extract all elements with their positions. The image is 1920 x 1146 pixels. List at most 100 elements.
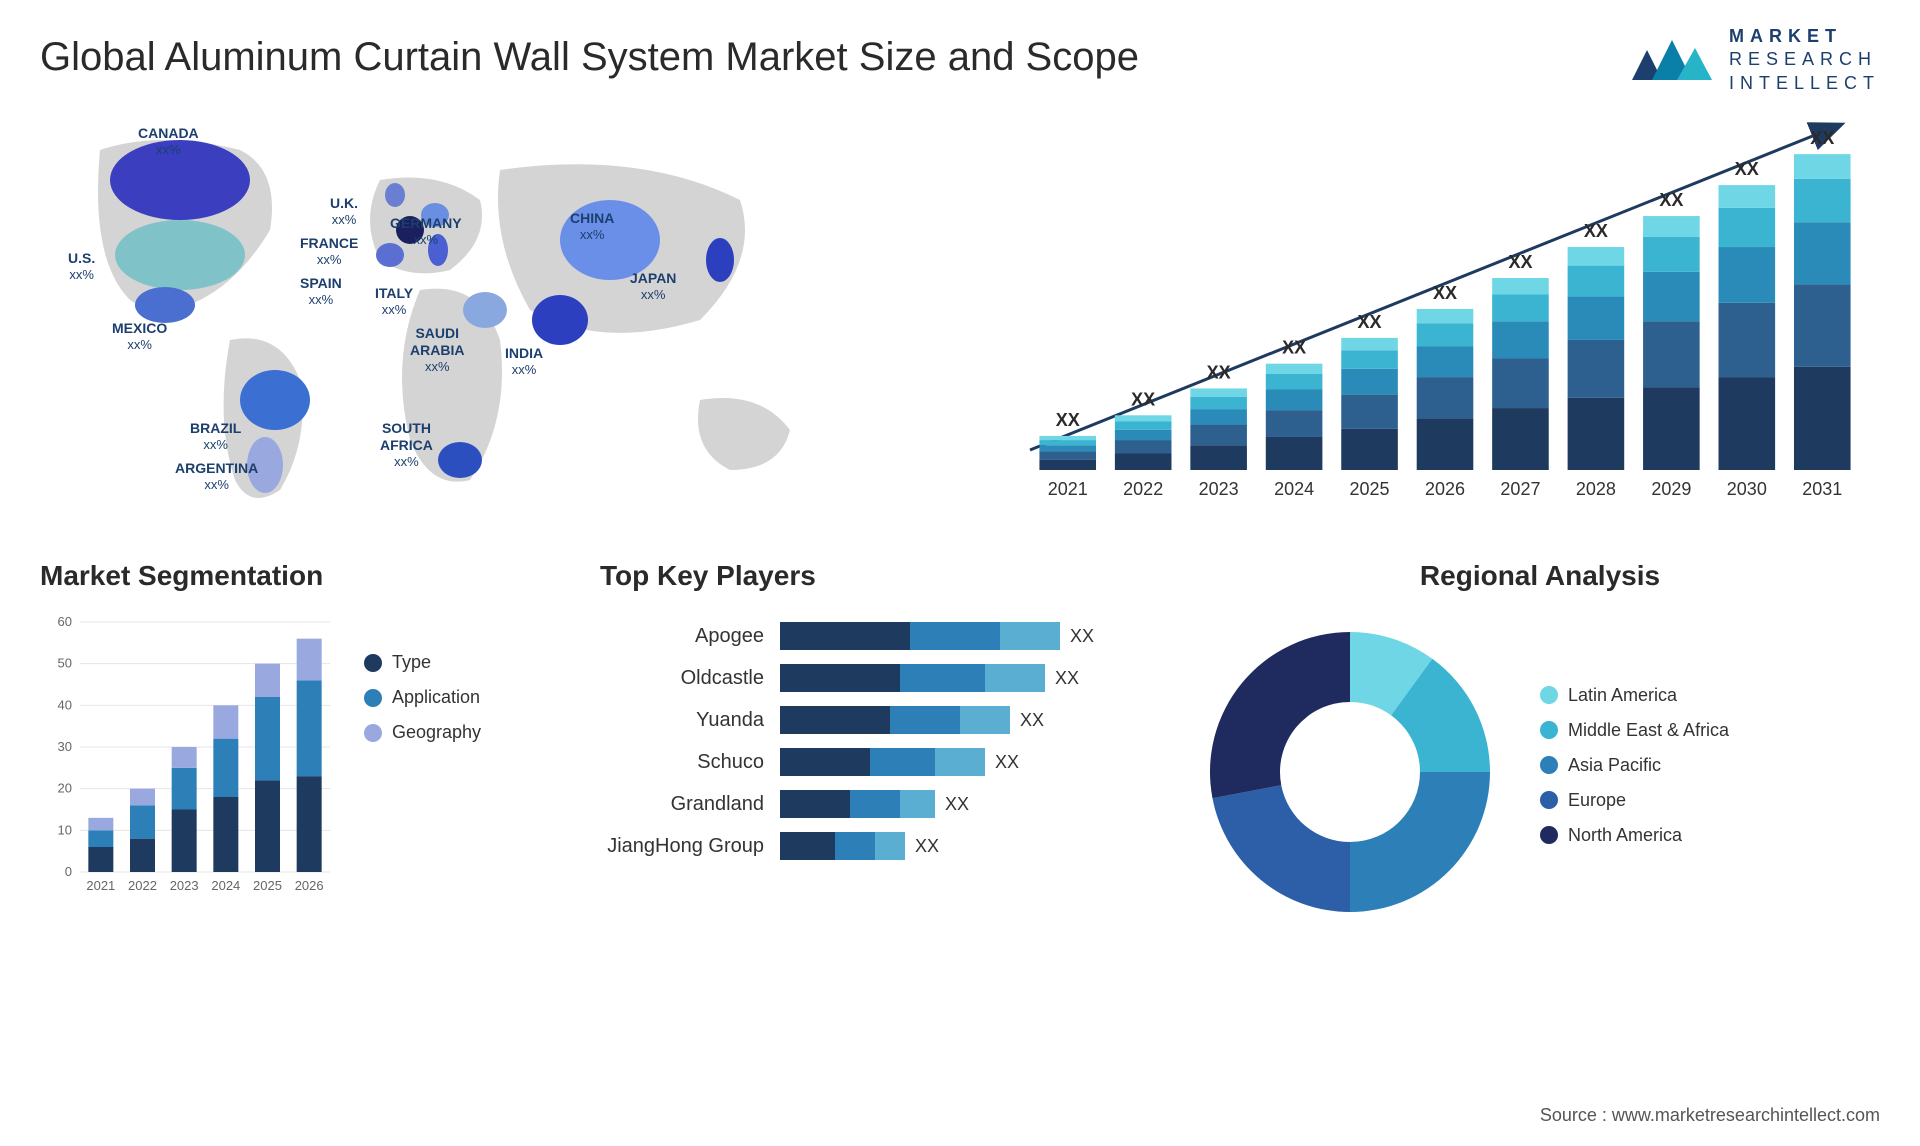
legend-item: Type	[364, 652, 481, 673]
keyplayer-row: Yuanda XX	[600, 706, 1160, 734]
svg-text:2022: 2022	[1123, 479, 1163, 499]
keyplayer-label: Schuco	[600, 751, 780, 774]
svg-text:2025: 2025	[1350, 479, 1390, 499]
svg-text:20: 20	[58, 781, 72, 796]
legend-item: Asia Pacific	[1540, 755, 1729, 776]
keyplayers-section: Top Key Players ApogeeXXOldcastleXXYuand…	[600, 560, 1160, 874]
keyplayer-label: Apogee	[600, 625, 780, 648]
map-label: GERMANYxx%	[390, 215, 462, 247]
svg-text:10: 10	[58, 822, 72, 837]
svg-text:2026: 2026	[295, 878, 324, 893]
keyplayer-row: Grandland XX	[600, 790, 1160, 818]
svg-text:2024: 2024	[211, 878, 240, 893]
keyplayer-bar	[780, 748, 985, 776]
svg-text:50: 50	[58, 656, 72, 671]
svg-text:XX: XX	[1056, 410, 1080, 430]
map-svg	[40, 120, 920, 520]
svg-text:XX: XX	[1433, 283, 1457, 303]
svg-text:XX: XX	[1584, 221, 1608, 241]
svg-text:XX: XX	[1282, 338, 1306, 358]
map-label: U.S.xx%	[68, 250, 95, 282]
segmentation-title: Market Segmentation	[40, 560, 540, 592]
regional-title: Regional Analysis	[1200, 560, 1880, 592]
keyplayer-value: XX	[1020, 710, 1044, 731]
keyplayer-bar	[780, 790, 935, 818]
keyplayer-bar	[780, 706, 1010, 734]
svg-text:2030: 2030	[1727, 479, 1767, 499]
keyplayer-row: JiangHong Group XX	[600, 832, 1160, 860]
svg-text:2025: 2025	[253, 878, 282, 893]
legend-item: Latin America	[1540, 685, 1729, 706]
legend-item: Europe	[1540, 790, 1729, 811]
svg-text:XX: XX	[1131, 389, 1155, 409]
brand-logo: MARKET RESEARCH INTELLECT	[1627, 25, 1880, 95]
segmentation-legend: Type Application Geography	[364, 652, 481, 757]
keyplayer-row: Oldcastle XX	[600, 664, 1160, 692]
keyplayer-value: XX	[945, 794, 969, 815]
map-label: SOUTHAFRICAxx%	[380, 420, 433, 469]
legend-item: Geography	[364, 722, 481, 743]
map-label: BRAZILxx%	[190, 420, 241, 452]
map-label: JAPANxx%	[630, 270, 676, 302]
logo-mark-icon	[1627, 30, 1717, 90]
keyplayer-bar	[780, 664, 1045, 692]
svg-text:XX: XX	[1810, 128, 1834, 148]
svg-text:XX: XX	[1735, 159, 1759, 179]
svg-text:2028: 2028	[1576, 479, 1616, 499]
keyplayer-label: Oldcastle	[600, 667, 780, 690]
growth-bar-chart: XX XX XX XX XX XX XX XX XX XX XX 2021 2022 2023 2024 2…	[1000, 110, 1880, 510]
regional-donut-chart	[1200, 622, 1500, 922]
map-label: ARGENTINAxx%	[175, 460, 258, 492]
regional-section: Regional Analysis Latin America Middle Ea…	[1200, 560, 1880, 922]
keyplayer-bar	[780, 832, 905, 860]
svg-text:40: 40	[58, 697, 72, 712]
map-label: U.K.xx%	[330, 195, 358, 227]
map-label: ITALYxx%	[375, 285, 413, 317]
svg-text:30: 30	[58, 739, 72, 754]
keyplayer-value: XX	[1070, 626, 1094, 647]
svg-text:2027: 2027	[1500, 479, 1540, 499]
map-label: SAUDIARABIAxx%	[410, 325, 464, 374]
map-label: SPAINxx%	[300, 275, 342, 307]
segmentation-chart: 0 10 20 30 40 50 60 2021 2022 2023 2024 2025 2026	[40, 612, 340, 912]
keyplayer-value: XX	[915, 836, 939, 857]
keyplayer-label: Yuanda	[600, 709, 780, 732]
svg-text:2029: 2029	[1651, 479, 1691, 499]
keyplayers-title: Top Key Players	[600, 560, 1160, 592]
keyplayer-row: Schuco XX	[600, 748, 1160, 776]
svg-text:XX: XX	[1358, 312, 1382, 332]
keyplayer-value: XX	[1055, 668, 1079, 689]
keyplayer-value: XX	[995, 752, 1019, 773]
legend-item: North America	[1540, 825, 1729, 846]
svg-text:2021: 2021	[1048, 479, 1088, 499]
keyplayer-label: Grandland	[600, 793, 780, 816]
keyplayer-row: Apogee XX	[600, 622, 1160, 650]
legend-item: Middle East & Africa	[1540, 720, 1729, 741]
map-label: CHINAxx%	[570, 210, 614, 242]
svg-text:2026: 2026	[1425, 479, 1465, 499]
svg-text:60: 60	[58, 614, 72, 629]
page-title: Global Aluminum Curtain Wall System Mark…	[40, 35, 1139, 80]
world-map: CANADAxx% U.S.xx% MEXICOxx% BRAZILxx% ARGENT…	[40, 120, 920, 520]
map-label: CANADAxx%	[138, 125, 199, 157]
svg-text:2023: 2023	[170, 878, 199, 893]
svg-text:0: 0	[65, 864, 72, 879]
svg-text:2023: 2023	[1199, 479, 1239, 499]
legend-item: Application	[364, 687, 481, 708]
svg-text:XX: XX	[1207, 362, 1231, 382]
segmentation-section: Market Segmentation 0 10 20 30 40 50 60 2021 20…	[40, 560, 540, 912]
svg-text:2022: 2022	[128, 878, 157, 893]
keyplayer-label: JiangHong Group	[600, 835, 780, 858]
svg-text:2024: 2024	[1274, 479, 1314, 499]
map-label: INDIAxx%	[505, 345, 543, 377]
keyplayer-bar	[780, 622, 1060, 650]
svg-text:2031: 2031	[1802, 479, 1842, 499]
logo-text: MARKET RESEARCH INTELLECT	[1729, 25, 1880, 95]
map-label: MEXICOxx%	[112, 320, 167, 352]
svg-text:XX: XX	[1659, 190, 1683, 210]
svg-text:2021: 2021	[86, 878, 115, 893]
map-label: FRANCExx%	[300, 235, 358, 267]
source-label: Source : www.marketresearchintellect.com	[1540, 1105, 1880, 1126]
regional-legend: Latin America Middle East & Africa Asia Pa…	[1540, 685, 1729, 860]
svg-text:XX: XX	[1508, 252, 1532, 272]
